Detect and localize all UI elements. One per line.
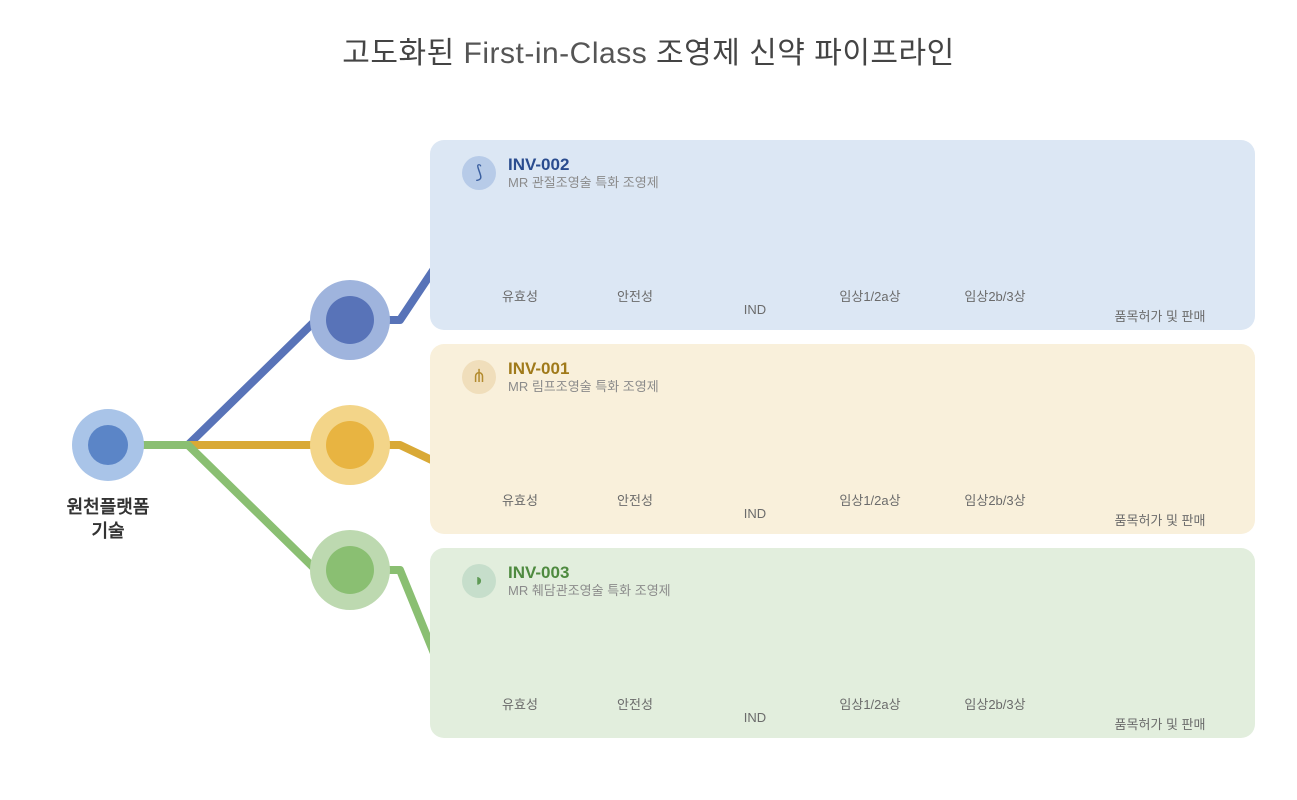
stage-label-efficacy: 유효성 <box>502 286 538 305</box>
track-header: ⟆ INV-002MR 관절조영술 특화 조영제 <box>462 154 659 192</box>
stage-label-p12a: 임상1/2a상 <box>839 694 900 713</box>
track-header: ⋔ INV-001MR 림프조영술 특화 조영제 <box>462 358 659 396</box>
page-title: 고도화된 First-in-Class 조영제 신약 파이프라인 <box>0 0 1297 72</box>
track-icon: ⋔ <box>462 360 496 394</box>
track-header: ◗ INV-003MR 췌담관조영술 특화 조영제 <box>462 562 671 600</box>
track-code: INV-001 <box>508 358 659 379</box>
stage-label-ind: IND <box>744 302 766 317</box>
track-icon: ⟆ <box>462 156 496 190</box>
stage-label-p2b3: 임상2b/3상 <box>964 490 1025 509</box>
track-code: INV-003 <box>508 562 671 583</box>
root-label-line1: 원천플랫폼 <box>67 495 150 519</box>
stage-label-efficacy: 유효성 <box>502 694 538 713</box>
root-label: 원천플랫폼기술 <box>67 495 150 544</box>
stage-label-p12a: 임상1/2a상 <box>839 286 900 305</box>
stage-label-ind: IND <box>744 506 766 521</box>
track-subtitle: MR 림프조영술 특화 조영제 <box>508 379 659 395</box>
track-titles: INV-003MR 췌담관조영술 특화 조영제 <box>508 562 671 600</box>
stage-label-safety: 안전성 <box>617 694 653 713</box>
track-titles: INV-002MR 관절조영술 특화 조영제 <box>508 154 659 192</box>
pipeline-canvas: ⟆ INV-002MR 관절조영술 특화 조영제 ⋔ INV-001MR 림프조영술 … <box>0 100 1297 780</box>
root-label-line2: 기술 <box>67 519 150 543</box>
stage-label-safety: 안전성 <box>617 490 653 509</box>
track-subtitle: MR 췌담관조영술 특화 조영제 <box>508 583 671 599</box>
stage-label-ind: IND <box>744 710 766 725</box>
stage-label-approval: 품목허가 및 판매 <box>1115 510 1206 529</box>
stage-label-p2b3: 임상2b/3상 <box>964 694 1025 713</box>
stage-label-efficacy: 유효성 <box>502 490 538 509</box>
track-icon: ◗ <box>462 564 496 598</box>
title-part-3: 조영제 신약 파이프라인 <box>656 37 955 70</box>
title-part-2: First-in-Class <box>464 37 648 70</box>
stage-label-approval: 품목허가 및 판매 <box>1115 714 1206 733</box>
title-part-1: 고도화된 <box>342 37 454 70</box>
stage-label-p12a: 임상1/2a상 <box>839 490 900 509</box>
stage-label-p2b3: 임상2b/3상 <box>964 286 1025 305</box>
track-titles: INV-001MR 림프조영술 특화 조영제 <box>508 358 659 396</box>
track-code: INV-002 <box>508 154 659 175</box>
stage-label-safety: 안전성 <box>617 286 653 305</box>
track-subtitle: MR 관절조영술 특화 조영제 <box>508 175 659 191</box>
stage-label-approval: 품목허가 및 판매 <box>1115 306 1206 325</box>
